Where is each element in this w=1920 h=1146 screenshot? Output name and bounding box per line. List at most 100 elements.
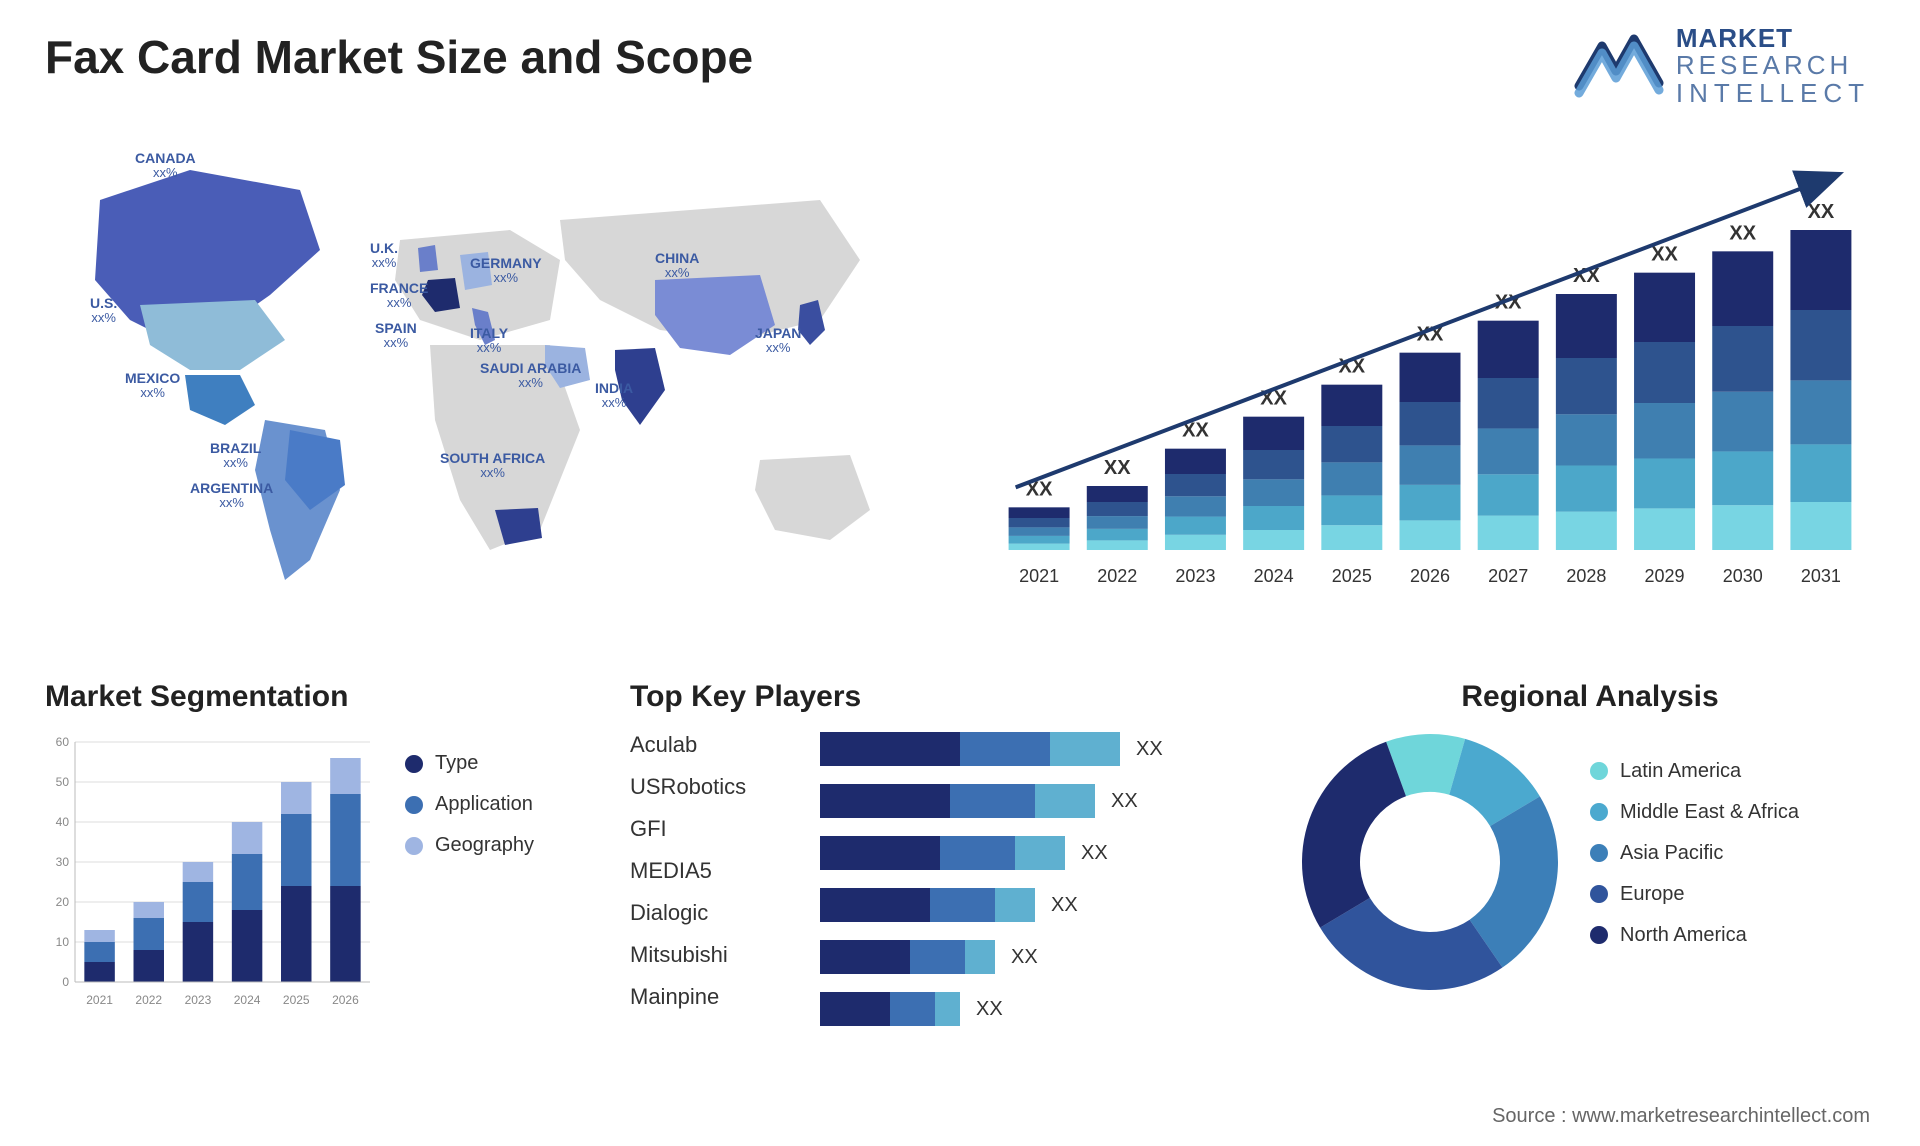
legend-dot-icon — [405, 837, 423, 855]
player-bar-seg — [910, 940, 965, 974]
segmentation-chart: 0102030405060202120222023202420252026 — [45, 732, 375, 1012]
seg-year-label: 2023 — [185, 993, 212, 1007]
legend-dot-icon — [1590, 885, 1608, 903]
map-label-name: SPAIN — [375, 320, 417, 336]
map-label-name: BRAZIL — [210, 440, 261, 456]
map-label-saudi-arabia: SAUDI ARABIAxx% — [480, 360, 581, 391]
seg-bar-seg — [134, 918, 164, 950]
player-bar-label: XX — [1111, 790, 1138, 813]
growth-bar-seg — [1712, 392, 1773, 452]
logo-line-2: RESEARCH — [1676, 52, 1870, 79]
map-label-pct: xx% — [755, 341, 801, 356]
player-list: AculabUSRoboticsGFIMEDIA5DialogicMitsubi… — [630, 732, 790, 1044]
seg-bar-seg — [330, 794, 360, 886]
growth-bar-seg — [1556, 414, 1617, 465]
seg-legend-label: Type — [435, 752, 478, 775]
player-bar-row: XX — [820, 992, 1260, 1026]
map-label-name: GERMANY — [470, 255, 542, 271]
growth-bar-seg — [1400, 520, 1461, 550]
growth-bar-seg — [1087, 502, 1148, 516]
donut-slice — [1302, 742, 1406, 928]
map-label-india: INDIAxx% — [595, 380, 633, 411]
player-bar-label: XX — [1051, 894, 1078, 917]
segmentation-title: Market Segmentation — [45, 680, 585, 714]
player-bar-seg — [890, 992, 935, 1026]
map-region-usa — [140, 300, 285, 370]
player-bar-row: XX — [820, 732, 1260, 766]
seg-bar-seg — [134, 950, 164, 982]
map-label-japan: JAPANxx% — [755, 325, 801, 356]
growth-bar-seg — [1556, 466, 1617, 512]
map-label-pct: xx% — [190, 496, 273, 511]
logo-text: MARKET RESEARCH INTELLECT — [1676, 25, 1870, 107]
seg-bar-seg — [281, 814, 311, 886]
growth-bar-seg — [1790, 310, 1851, 380]
segmentation-section: Market Segmentation 01020304050602021202… — [45, 680, 585, 1012]
map-label-pct: xx% — [135, 166, 196, 181]
player-bar-seg — [820, 888, 930, 922]
regional-legend-label: Middle East & Africa — [1620, 801, 1799, 824]
logo-icon — [1574, 31, 1664, 101]
seg-year-label: 2025 — [283, 993, 310, 1007]
player-bar-seg — [1015, 836, 1065, 870]
seg-bar-seg — [232, 854, 262, 910]
regional-section: Regional Analysis Latin AmericaMiddle Ea… — [1300, 680, 1880, 992]
regional-title: Regional Analysis — [1300, 680, 1880, 714]
growth-bar-seg — [1712, 451, 1773, 505]
growth-bar-seg — [1634, 273, 1695, 342]
player-bar — [820, 784, 1095, 818]
growth-bar-seg — [1243, 417, 1304, 450]
seg-bar-seg — [84, 930, 114, 942]
growth-bar-seg — [1634, 508, 1695, 550]
map-label-u-s-: U.S.xx% — [90, 295, 117, 326]
player-name: MEDIA5 — [630, 858, 790, 884]
growth-chart-svg: XX2021XX2022XX2023XX2024XX2025XX2026XX20… — [990, 170, 1870, 590]
player-bar-seg — [820, 992, 890, 1026]
growth-bar-seg — [1087, 529, 1148, 541]
legend-dot-icon — [1590, 803, 1608, 821]
seg-y-tick: 50 — [56, 775, 70, 789]
legend-dot-icon — [1590, 926, 1608, 944]
map-label-name: CHINA — [655, 250, 699, 266]
map-label-italy: ITALYxx% — [470, 325, 508, 356]
seg-bar-seg — [183, 922, 213, 982]
regional-donut — [1300, 732, 1560, 992]
map-label-name: U.S. — [90, 295, 117, 311]
seg-legend-item: Geography — [405, 834, 585, 857]
seg-legend-label: Geography — [435, 834, 534, 857]
player-bar — [820, 992, 960, 1026]
regional-legend-label: Europe — [1620, 883, 1685, 906]
seg-y-tick: 0 — [62, 975, 69, 989]
player-name: USRobotics — [630, 774, 790, 800]
map-label-pct: xx% — [470, 271, 542, 286]
growth-bar-seg — [1712, 326, 1773, 392]
growth-bar-seg — [1009, 518, 1070, 527]
growth-year-label: 2029 — [1645, 566, 1685, 586]
regional-legend-item: Middle East & Africa — [1590, 801, 1880, 824]
growth-year-label: 2021 — [1019, 566, 1059, 586]
seg-year-label: 2021 — [86, 993, 113, 1007]
growth-bar-seg — [1634, 458, 1695, 508]
seg-legend-item: Application — [405, 793, 585, 816]
map-label-pct: xx% — [210, 456, 261, 471]
map-label-mexico: MEXICOxx% — [125, 370, 180, 401]
regional-legend-label: North America — [1620, 924, 1747, 947]
growth-bar-seg — [1478, 516, 1539, 550]
growth-year-label: 2027 — [1488, 566, 1528, 586]
map-label-brazil: BRAZILxx% — [210, 440, 261, 471]
player-name: Dialogic — [630, 900, 790, 926]
seg-bar-seg — [84, 942, 114, 962]
player-bar-row: XX — [820, 940, 1260, 974]
player-bar-row: XX — [820, 784, 1260, 818]
logo-line-1: MARKET — [1676, 25, 1870, 52]
growth-bar-seg — [1165, 517, 1226, 535]
donut-slice — [1320, 898, 1502, 990]
growth-bar-seg — [1400, 353, 1461, 402]
map-label-argentina: ARGENTINAxx% — [190, 480, 273, 511]
regional-legend-item: Europe — [1590, 883, 1880, 906]
map-label-spain: SPAINxx% — [375, 320, 417, 351]
source-label: Source : www.marketresearchintellect.com — [1492, 1105, 1870, 1128]
growth-bar-seg — [1087, 540, 1148, 550]
map-label-name: ITALY — [470, 325, 508, 341]
growth-bar-seg — [1321, 495, 1382, 525]
